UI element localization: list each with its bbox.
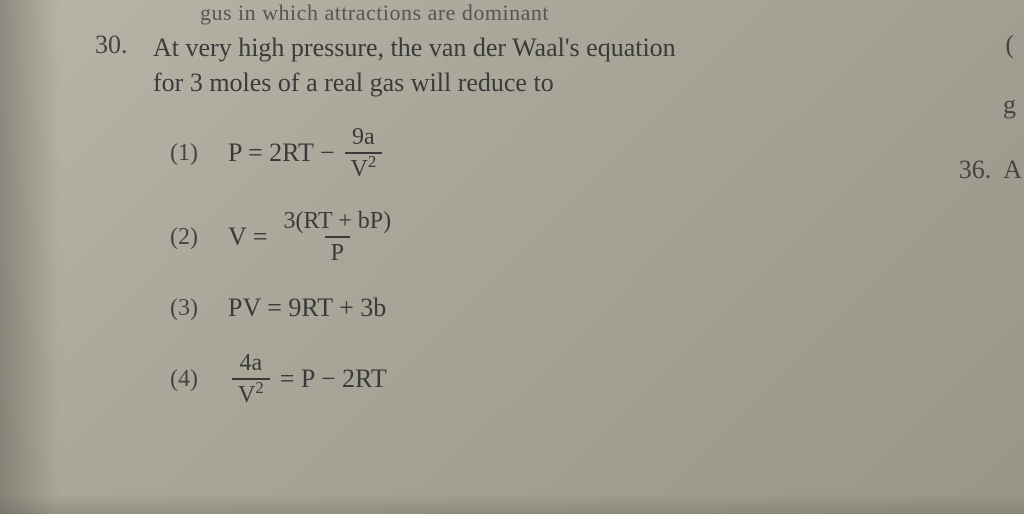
option-4-frac-num: 4a bbox=[234, 351, 269, 378]
question-line2: for 3 moles of a real gas will reduce to bbox=[153, 68, 554, 97]
option-2-number: (2) bbox=[170, 224, 210, 251]
right-edge: ( g 36. A bbox=[964, 0, 1024, 514]
question-number: 30. bbox=[95, 30, 128, 60]
option-1-prefix: P = 2RT − bbox=[228, 138, 335, 168]
option-4-suffix: = P − 2RT bbox=[280, 364, 387, 394]
option-3: (3) PV = 9RT + 3b bbox=[170, 293, 401, 323]
cut-36-row: 36. A bbox=[959, 155, 1022, 185]
option-2-frac-num: 3(RT + bP) bbox=[277, 209, 397, 236]
option-4: (4) 4a V2 = P − 2RT bbox=[170, 351, 401, 407]
partial-header-text: gus in which attractions are dominant bbox=[200, 0, 549, 26]
bottom-shadow bbox=[0, 494, 1024, 514]
option-3-number: (3) bbox=[170, 295, 210, 322]
option-1-fraction: 9a V2 bbox=[345, 125, 383, 181]
option-2-prefix: V = bbox=[228, 222, 267, 252]
option-4-math: 4a V2 = P − 2RT bbox=[228, 351, 387, 407]
cut-36: 36. bbox=[959, 155, 992, 185]
option-2-frac-den: P bbox=[325, 236, 350, 265]
option-4-fraction: 4a V2 bbox=[232, 351, 270, 407]
question-block: 30. At very high pressure, the van der W… bbox=[95, 30, 815, 100]
option-3-math: PV = 9RT + 3b bbox=[228, 293, 386, 323]
question-line1: At very high pressure, the van der Waal'… bbox=[153, 33, 676, 62]
shadow-left bbox=[0, 0, 60, 514]
cut-A: A bbox=[1003, 155, 1022, 185]
option-4-frac-den: V2 bbox=[232, 378, 270, 407]
option-2: (2) V = 3(RT + bP) P bbox=[170, 209, 401, 265]
option-1: (1) P = 2RT − 9a V2 bbox=[170, 125, 401, 181]
option-1-frac-num: 9a bbox=[346, 125, 381, 152]
cut-g: g bbox=[1003, 90, 1016, 120]
option-2-fraction: 3(RT + bP) P bbox=[277, 209, 397, 265]
options-list: (1) P = 2RT − 9a V2 (2) V = 3(RT + bP) P… bbox=[170, 125, 401, 407]
option-1-math: P = 2RT − 9a V2 bbox=[228, 125, 386, 181]
option-2-math: V = 3(RT + bP) P bbox=[228, 209, 401, 265]
option-1-number: (1) bbox=[170, 140, 210, 167]
cut-paren: ( bbox=[1005, 30, 1014, 60]
page-container: gus in which attractions are dominant 30… bbox=[0, 0, 1024, 514]
option-1-frac-den: V2 bbox=[345, 152, 383, 181]
option-3-text: PV = 9RT + 3b bbox=[228, 293, 386, 323]
question-text: At very high pressure, the van der Waal'… bbox=[153, 30, 815, 100]
option-4-number: (4) bbox=[170, 366, 210, 393]
